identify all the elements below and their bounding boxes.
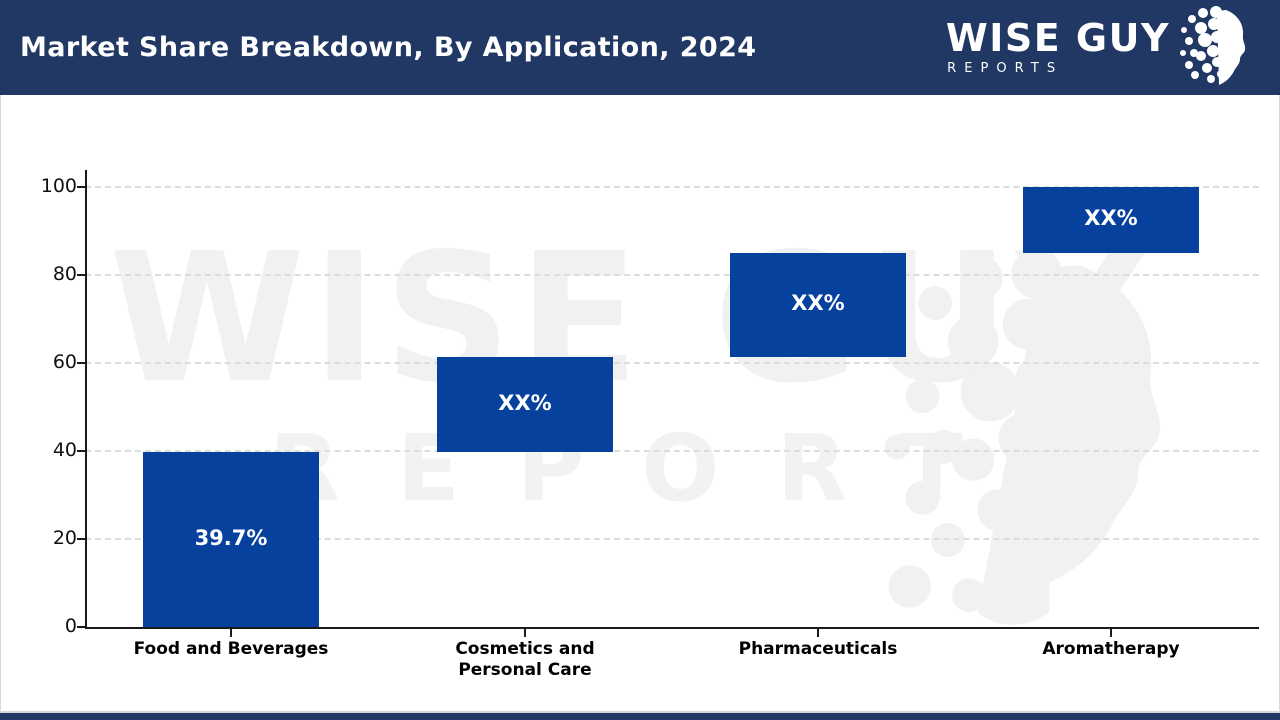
x-tick-mark	[1110, 629, 1112, 637]
y-tick-mark	[77, 626, 85, 628]
x-category-label: Cosmetics and Personal Care	[455, 639, 595, 681]
bar-value-label: XX%	[1084, 206, 1138, 231]
bar-chart: 0 20 40 60 80 100 39.7% Food and Beverages XX% Co…	[1, 95, 1279, 711]
x-tick-mark	[817, 629, 819, 637]
y-tick-mark	[77, 450, 85, 452]
x-tick-mark	[524, 629, 526, 637]
bar-value-label: XX%	[498, 390, 552, 415]
x-axis-line	[85, 627, 1259, 629]
bar-segment	[730, 253, 906, 357]
bar-value-label: 39.7%	[194, 525, 268, 550]
grid-line	[85, 274, 1259, 276]
y-tick-label: 100	[40, 175, 77, 197]
footer-bar	[0, 713, 1280, 720]
grid-line	[85, 538, 1259, 540]
header-banner: Market Share Breakdown, By Application, …	[0, 0, 1280, 95]
logo-wordmark: WISE GUY REPORTS	[946, 19, 1170, 76]
grid-line	[85, 362, 1259, 364]
bar-value-label: XX%	[791, 291, 845, 316]
grid-line	[85, 450, 1259, 452]
logo-name: WISE GUY	[945, 16, 1170, 60]
logo-subtitle: REPORTS	[947, 61, 1064, 76]
chart-area: WISE GUY REPORTS 0 20 40 60 80 100 39.7% Food a…	[0, 95, 1280, 711]
bar-segment	[143, 452, 319, 627]
page-title: Market Share Breakdown, By Application, …	[20, 32, 757, 63]
y-tick-label: 40	[52, 439, 77, 461]
x-category-label: Food and Beverages	[133, 639, 329, 659]
x-category-label: Pharmaceuticals	[738, 639, 898, 659]
logo-face-icon	[1180, 5, 1246, 85]
grid-line	[85, 186, 1259, 188]
y-tick-label: 0	[64, 615, 77, 637]
bar-segment	[1023, 187, 1199, 254]
bar-segment	[437, 356, 613, 453]
y-tick-mark	[77, 186, 85, 188]
y-tick-label: 20	[52, 527, 77, 549]
y-tick-label: 60	[52, 351, 77, 373]
wiseguy-logo: WISE GUY REPORTS	[946, 5, 1252, 90]
x-tick-mark	[230, 629, 232, 637]
footer-divider	[0, 711, 1280, 713]
y-tick-mark	[77, 274, 85, 276]
y-tick-label: 80	[52, 263, 77, 285]
y-tick-mark	[77, 538, 85, 540]
y-tick-mark	[77, 362, 85, 364]
y-axis-line	[85, 170, 87, 629]
x-category-label: Aromatherapy	[1042, 639, 1180, 659]
